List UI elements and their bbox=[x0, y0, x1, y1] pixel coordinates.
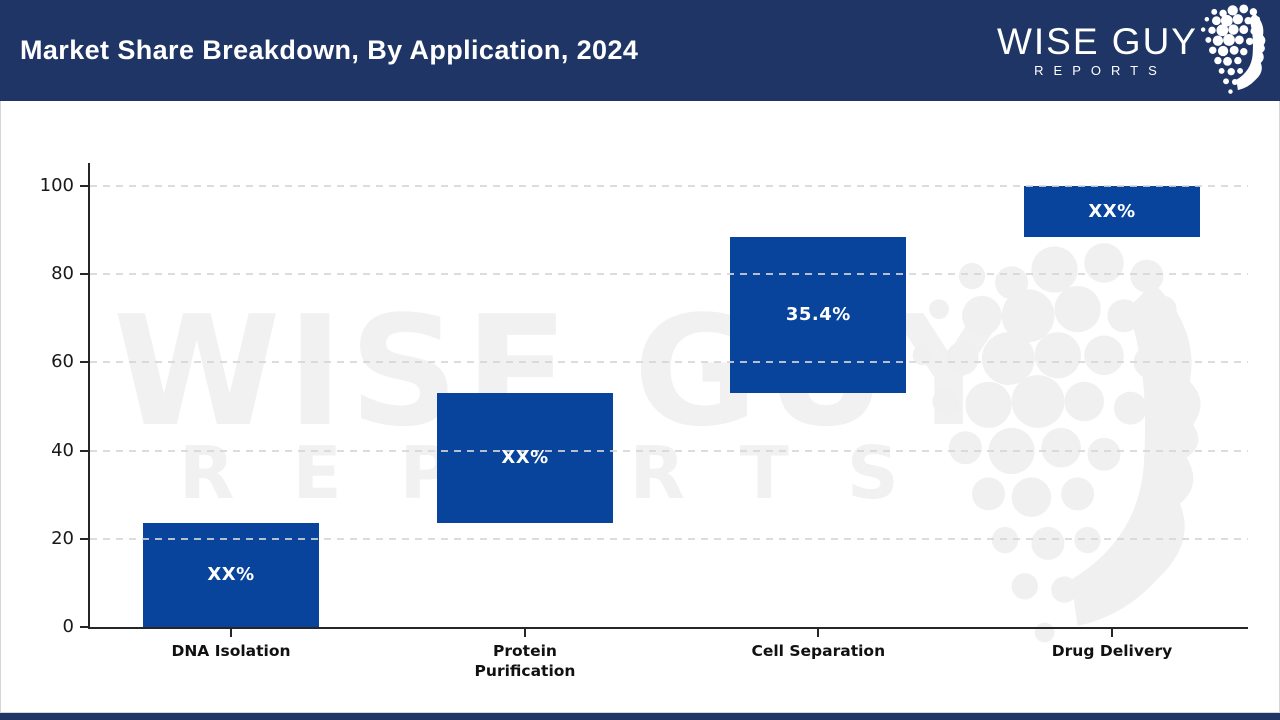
x-axis-tick bbox=[524, 629, 526, 637]
header-bar: Market Share Breakdown, By Application, … bbox=[0, 0, 1280, 101]
y-axis-tick bbox=[80, 537, 88, 540]
y-axis-tick-label: 100 bbox=[39, 175, 74, 196]
y-axis-tick bbox=[80, 626, 88, 628]
gridline-20 bbox=[90, 537, 1248, 540]
x-axis-category-label: DNA Isolation bbox=[171, 642, 291, 660]
bar-value-label: 35.4% bbox=[785, 304, 851, 326]
bar-segment bbox=[730, 237, 907, 394]
bar-value-label: XX% bbox=[501, 447, 549, 469]
brand-name: WISE GUY bbox=[996, 21, 1198, 62]
bar-segment bbox=[1024, 186, 1200, 238]
y-axis-tick bbox=[80, 273, 88, 276]
gridline-100 bbox=[90, 185, 1248, 187]
y-axis-tick-label: 80 bbox=[51, 263, 74, 285]
y-axis-tick-label: 0 bbox=[62, 616, 74, 637]
y-axis-tick-label: 20 bbox=[51, 527, 74, 549]
gridline-80 bbox=[90, 273, 1248, 276]
bar-segment bbox=[437, 393, 613, 524]
gridline-40 bbox=[90, 449, 1248, 452]
x-axis-category-label: Drug Delivery bbox=[1051, 642, 1173, 660]
brand-subname: REPORTS bbox=[1034, 63, 1167, 78]
x-axis-tick bbox=[1111, 629, 1113, 637]
x-axis-tick bbox=[230, 629, 232, 637]
y-axis-line bbox=[88, 163, 90, 629]
page-title: Market Share Breakdown, By Application, … bbox=[20, 35, 639, 65]
y-axis-tick-label: 40 bbox=[51, 439, 74, 461]
bar-value-label: XX% bbox=[1088, 200, 1136, 222]
gridline-60 bbox=[90, 361, 1248, 364]
x-axis-line bbox=[88, 627, 1248, 629]
x-axis-tick bbox=[817, 629, 820, 637]
y-axis-tick bbox=[80, 361, 88, 364]
dotted-head-logo-icon bbox=[1200, 3, 1266, 94]
footer-bar bbox=[0, 713, 1280, 720]
brand-logo: WISE GUY REPORTS bbox=[997, 3, 1266, 99]
x-axis-category-label: Protein Purification bbox=[474, 642, 576, 680]
x-axis-category-label: Cell Separation bbox=[751, 642, 886, 660]
brand-logo-text: WISE GUY REPORTS bbox=[996, 21, 1198, 79]
y-axis-tick bbox=[80, 449, 88, 452]
bar-segment bbox=[143, 523, 319, 627]
y-axis-tick-label: 60 bbox=[51, 351, 74, 373]
bar-value-label: XX% bbox=[207, 564, 255, 586]
y-axis-tick bbox=[80, 185, 88, 187]
